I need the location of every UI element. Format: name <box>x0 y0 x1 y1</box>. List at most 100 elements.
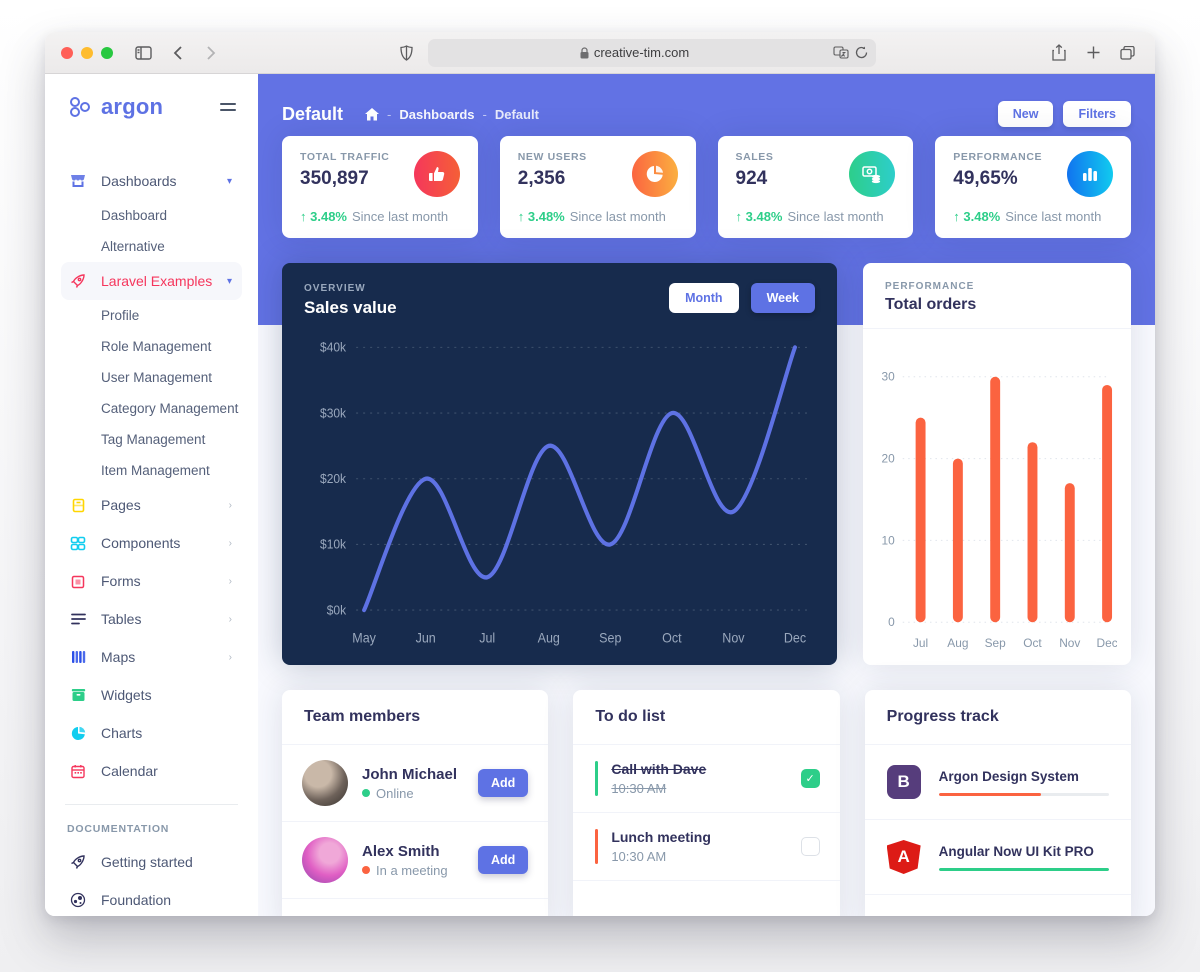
new-tab-icon[interactable] <box>1081 41 1105 65</box>
sidebar-item-label: Getting started <box>101 854 193 870</box>
sidebar-item-dashboards[interactable]: Dashboards ▾ <box>61 162 242 200</box>
stat-value: 350,897 <box>300 168 369 189</box>
delta-up: ↑ 3.48% <box>953 209 1001 224</box>
stat-label: SALES <box>735 151 774 163</box>
sidebar-item-getting-started[interactable]: Getting started <box>61 843 242 881</box>
chevron-right-icon: › <box>228 651 232 663</box>
member-name[interactable]: John Michael <box>362 765 458 783</box>
sidebar-subitem-item-management[interactable]: Item Management <box>101 463 210 478</box>
sidebar-item-widgets[interactable]: Widgets <box>61 676 242 714</box>
sidebar-item-label: Widgets <box>101 687 152 703</box>
sidebar-item-label: Pages <box>101 497 141 513</box>
avatar[interactable] <box>302 837 348 883</box>
sidebar-item-label: Charts <box>101 725 143 741</box>
zoom-window-button[interactable] <box>101 46 113 59</box>
share-icon[interactable] <box>1047 41 1071 65</box>
sidebar-item-forms[interactable]: Forms › <box>61 562 242 600</box>
avatar[interactable] <box>302 760 348 806</box>
logo-text[interactable]: argon <box>101 94 164 119</box>
sidebar-item-components[interactable]: Components › <box>61 524 242 562</box>
home-icon[interactable] <box>365 107 380 121</box>
breadcrumb-dashboards[interactable]: Dashboards <box>399 106 475 122</box>
new-button[interactable]: New <box>997 101 1054 127</box>
svg-text:Jul: Jul <box>479 630 495 646</box>
sidebar-subitem-dashboard[interactable]: Dashboard <box>101 208 168 223</box>
sidebar-item-label: Laravel Examples <box>101 273 213 289</box>
align-left-icon <box>69 613 87 625</box>
orders-title: Total orders <box>885 296 977 313</box>
close-window-button[interactable] <box>61 46 73 59</box>
breadcrumb-default[interactable]: Default <box>494 106 539 122</box>
sidebar-subitem-tag-management[interactable]: Tag Management <box>101 432 206 447</box>
privacy-shield-icon[interactable] <box>394 41 418 65</box>
sidebar-item-tables[interactable]: Tables › <box>61 600 242 638</box>
sidebar-subitem-user-management[interactable]: User Management <box>101 370 213 385</box>
back-button[interactable] <box>165 41 189 65</box>
todo-item-time: 10:30 AM <box>611 849 667 864</box>
svg-text:Sep: Sep <box>599 630 621 646</box>
week-toggle-button[interactable]: Week <box>750 283 815 313</box>
breadcrumb: - Dashboards - Default <box>365 107 539 122</box>
sales-value-card: OVERVIEW Sales value Month Week $0k $10k $… <box>282 263 837 665</box>
sidebar-item-pages[interactable]: Pages › <box>61 486 242 524</box>
page-title: Default <box>282 103 344 124</box>
svg-text:$10k: $10k <box>320 537 347 551</box>
member-name[interactable]: Alex Smith <box>362 842 440 860</box>
todo-title: To do list <box>595 708 666 725</box>
delta-up: ↑ 3.48% <box>735 209 783 224</box>
sidebar-subitem-category-management[interactable]: Category Management <box>101 401 239 416</box>
sidebar-item-maps[interactable]: Maps › <box>61 638 242 676</box>
spaceship-icon <box>69 273 87 289</box>
sidebar-item-label: Dashboards <box>101 173 177 189</box>
sidebar-divider <box>65 804 238 805</box>
month-toggle-button[interactable]: Month <box>669 283 739 313</box>
add-member-button[interactable]: Add <box>478 769 529 797</box>
forward-button[interactable] <box>199 41 223 65</box>
sidebar-subitem-alternative[interactable]: Alternative <box>101 239 165 254</box>
sidebar-item-label: Maps <box>101 649 136 665</box>
svg-text:$40k: $40k <box>320 340 347 354</box>
map-icon <box>69 650 87 664</box>
window-controls <box>61 46 113 59</box>
svg-text:Oct: Oct <box>1023 636 1042 650</box>
team-members-card: Team members John Michael Online Add <box>282 690 549 916</box>
sidebar-item-foundation[interactable]: Foundation <box>61 881 242 916</box>
tab-overview-icon[interactable] <box>1115 41 1139 65</box>
calendar-icon <box>69 764 87 779</box>
progress-item: B Argon Design System <box>864 745 1131 820</box>
todo-checkbox-checked[interactable]: ✓ <box>800 769 820 788</box>
sidebar-item-calendar[interactable]: Calendar <box>61 752 242 790</box>
member-status: In a meeting <box>376 862 448 878</box>
reload-icon[interactable] <box>855 46 868 59</box>
address-bar[interactable]: creative-tim.com <box>428 38 876 67</box>
stat-card-total-traffic: TOTAL TRAFFIC 350,897 ↑ 3.48% Since last… <box>282 136 478 238</box>
url-text: creative-tim.com <box>593 45 690 60</box>
sidebar-subitem-profile[interactable]: Profile <box>101 308 140 323</box>
stat-card-new-users: NEW USERS 2,356 ↑ 3.48% Since last month <box>499 136 696 238</box>
bar-chart-icon <box>1067 151 1113 197</box>
stat-caption: Since last month <box>569 209 666 224</box>
team-title: Team members <box>304 708 421 725</box>
svg-text:Nov: Nov <box>1059 636 1080 650</box>
sidebar-item-charts[interactable]: Charts <box>61 714 242 752</box>
chevron-right-icon: › <box>228 613 232 625</box>
svg-text:$30k: $30k <box>320 406 347 420</box>
translate-icon[interactable] <box>833 46 849 59</box>
filters-button[interactable]: Filters <box>1063 101 1131 127</box>
todo-checkbox-unchecked[interactable] <box>800 837 820 856</box>
sidebar-toggle-icon[interactable] <box>131 41 155 65</box>
todo-list-card: To do list Call with Dave 10:30 AM ✓ <box>573 690 840 916</box>
bootstrap-logo-icon: B <box>886 765 921 799</box>
sidebar-subitem-role-management[interactable]: Role Management <box>101 339 212 354</box>
sales-overline: OVERVIEW <box>304 283 366 294</box>
svg-text:Dec: Dec <box>1096 636 1117 650</box>
chevron-right-icon: › <box>228 537 232 549</box>
sidebar-item-laravel-examples[interactable]: Laravel Examples ▾ <box>61 262 242 300</box>
svg-text:10: 10 <box>882 533 896 547</box>
sidebar: argon Dashboards ▾ Dashboard Alternative <box>45 74 258 916</box>
sidenav-toggle-icon[interactable] <box>220 103 238 111</box>
chevron-down-icon: ▾ <box>226 275 232 287</box>
add-member-button[interactable]: Add <box>478 846 529 874</box>
svg-text:$0k: $0k <box>327 603 347 617</box>
minimize-window-button[interactable] <box>81 46 93 59</box>
